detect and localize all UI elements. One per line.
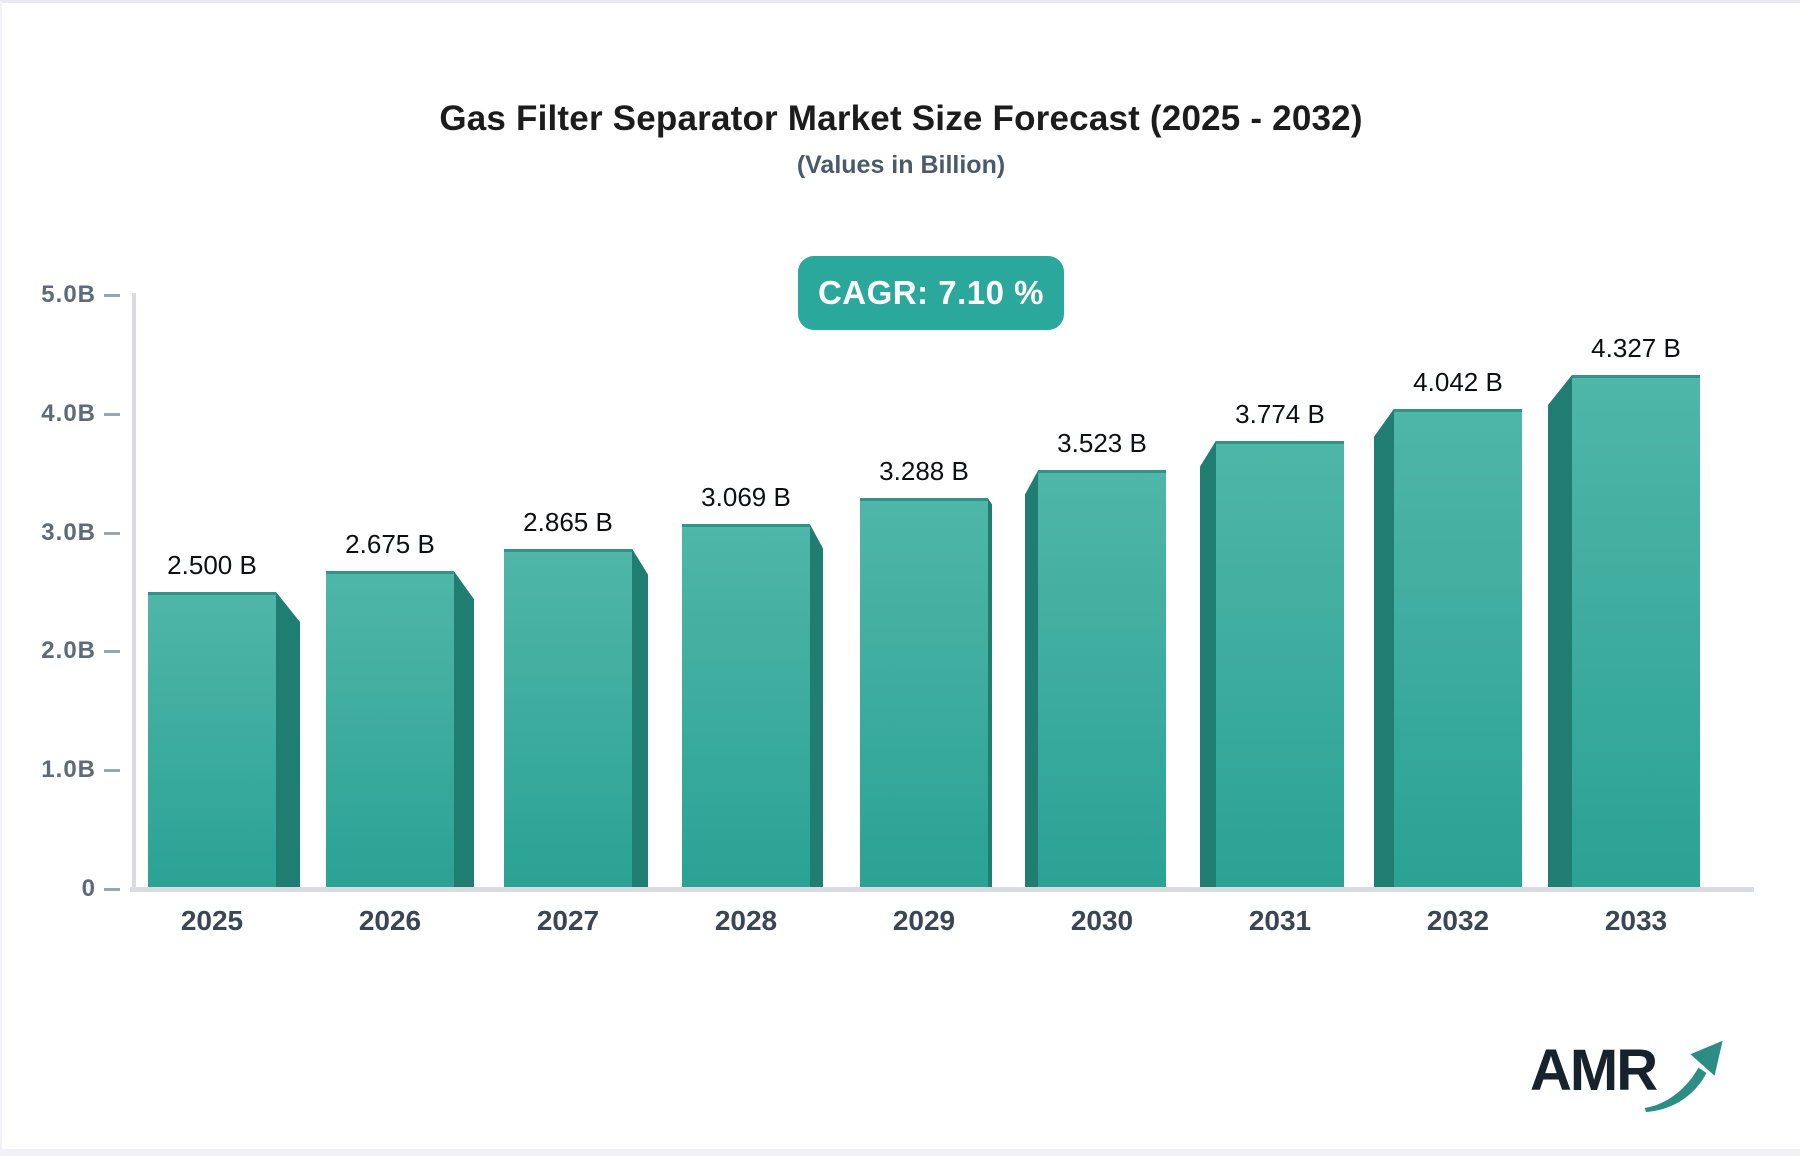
bar-side-3d (1548, 374, 1572, 889)
x-axis-label-2027: 2027 (536, 905, 600, 936)
bar-side-3d (810, 524, 823, 889)
x-axis-label-2030: 2030 (1070, 905, 1134, 936)
bar-value-label: 4.327 B (1591, 332, 1681, 363)
y-tick-label: 1.0B (41, 756, 96, 784)
chart-subtitle: (Values in Billion) (796, 151, 1006, 179)
bar-2027 (504, 548, 632, 889)
x-axis-label-2032: 2032 (1426, 905, 1490, 936)
y-tick-label: 0 (81, 875, 96, 902)
x-axis-label-2029: 2029 (892, 905, 956, 936)
bar-side-3d (988, 498, 992, 889)
bar-value-label: 3.069 B (701, 482, 791, 513)
x-axis-label-2033: 2033 (1604, 905, 1668, 936)
x-axis-label-2026: 2026 (358, 905, 422, 936)
bar-2029 (860, 498, 988, 889)
y-tick-mark (104, 769, 120, 773)
y-tick-mark (104, 650, 120, 654)
bar-2028 (682, 524, 810, 889)
bar-2030 (1038, 470, 1166, 889)
bar-value-label: 3.523 B (1057, 428, 1147, 459)
y-tick-mark (104, 412, 120, 416)
y-tick-label: 5.0B (41, 281, 96, 308)
bar-side-3d (454, 571, 474, 889)
bar-side-3d (1025, 470, 1038, 889)
bar-value-label: 3.774 B (1235, 398, 1325, 429)
x-axis-label-2025: 2025 (180, 905, 244, 936)
bar-side-3d (1374, 408, 1394, 889)
x-axis-label-2028: 2028 (714, 905, 778, 936)
bar-side-3d (276, 592, 300, 889)
amr-logo-text: AMR (1530, 1038, 1658, 1103)
bar-2025 (148, 592, 276, 889)
cagr-badge-label: CAGR: 7.10 % (817, 274, 1045, 311)
amr-logo: AMR (1530, 1029, 1730, 1119)
bar-2026 (326, 571, 454, 889)
bar-side-3d (1200, 440, 1216, 889)
bar-value-label: 2.865 B (523, 506, 613, 537)
x-axis-label-2031: 2031 (1248, 905, 1312, 936)
bar-2032 (1394, 408, 1522, 889)
bar-2031 (1216, 440, 1344, 889)
y-tick-label: 4.0B (41, 399, 96, 427)
y-tick-label: 3.0B (41, 518, 96, 546)
bar-value-label: 3.288 B (879, 456, 969, 487)
y-axis-line (132, 293, 136, 891)
cagr-badge: CAGR: 7.10 % (798, 256, 1064, 330)
bar-value-label: 4.042 B (1413, 366, 1503, 397)
bar-value-label: 2.675 B (345, 529, 435, 560)
bar-2033 (1572, 374, 1700, 889)
y-tick-label: 2.0B (41, 637, 96, 665)
bar-side-3d (632, 548, 648, 889)
bar-value-label: 2.500 B (167, 550, 257, 580)
chart-title: Gas Filter Separator Market Size Forecas… (439, 99, 1363, 138)
trend-up-arrow-icon (1644, 1040, 1723, 1112)
x-axis-line (130, 887, 1754, 892)
y-tick-mark (104, 294, 120, 297)
y-tick-mark (104, 531, 120, 535)
y-tick-mark (104, 888, 120, 891)
